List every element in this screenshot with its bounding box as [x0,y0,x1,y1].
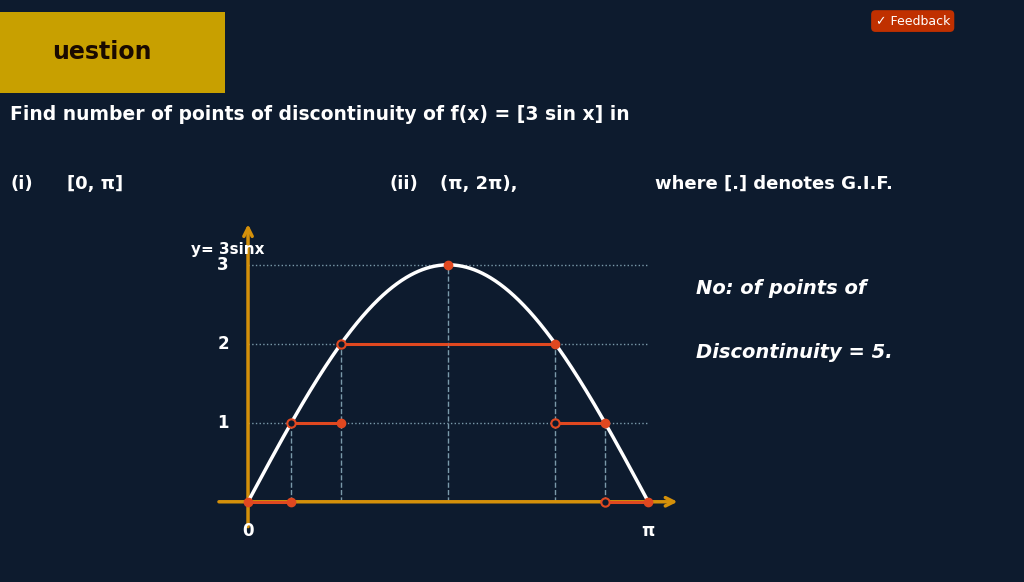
Text: uestion: uestion [51,40,152,65]
Text: 3: 3 [217,256,229,274]
Text: π: π [642,521,655,540]
Text: Find number of points of discontinuity of f(x) = [3 sin x] in: Find number of points of discontinuity o… [10,105,630,124]
Text: [0, π]: [0, π] [67,175,123,193]
Text: 1: 1 [217,414,229,432]
Text: No: of points of: No: of points of [696,279,866,299]
Text: 0: 0 [243,521,254,540]
Text: (π, 2π),: (π, 2π), [440,175,518,193]
Text: (i): (i) [10,175,33,193]
Text: 2: 2 [217,335,229,353]
Text: (ii): (ii) [389,175,418,193]
Text: where [.] denotes G.I.F.: where [.] denotes G.I.F. [655,175,893,193]
Text: y= 3sinx: y= 3sinx [190,242,264,257]
FancyBboxPatch shape [0,9,232,95]
Text: Discontinuity = 5.: Discontinuity = 5. [696,343,893,363]
Text: ✓ Feedback: ✓ Feedback [876,15,950,27]
